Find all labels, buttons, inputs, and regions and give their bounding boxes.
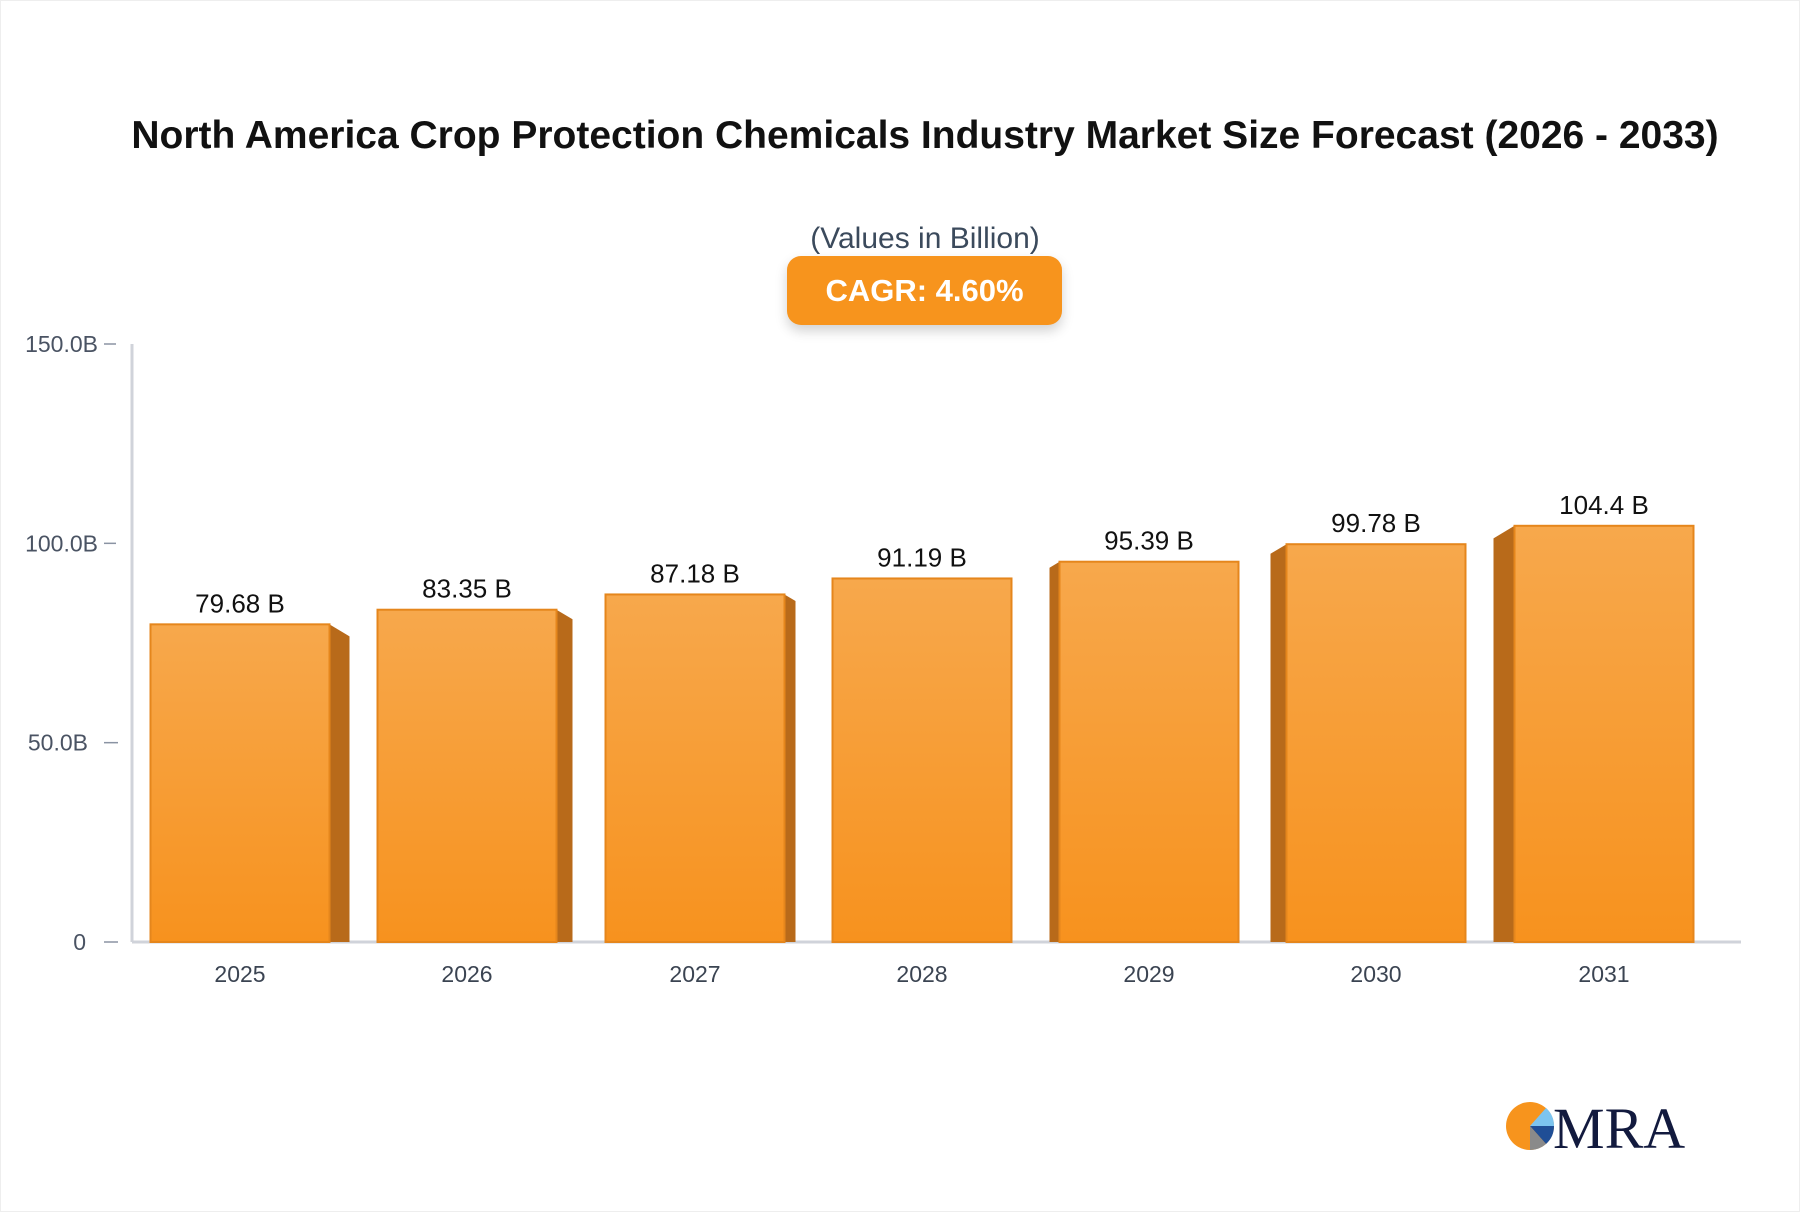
data-label: 79.68 B [195,588,285,618]
x-tick-label: 2028 [896,961,947,987]
x-tick-label: 2029 [1123,961,1174,987]
bar-side [1493,525,1515,942]
bar-2028 [831,577,1013,943]
bar-side [556,609,573,942]
chart-title: North America Crop Protection Chemicals … [131,114,1719,157]
mra-logo: MRA [1506,1098,1685,1154]
chart-subtitle: (Values in Billion) [810,222,1040,255]
bar-2026 [376,608,558,943]
x-tick-label: 2031 [1578,961,1629,987]
bar-2027 [604,593,786,943]
data-label: 91.19 B [877,542,967,572]
y-tick-label: 100.0B [25,530,98,556]
bar-side [1049,561,1060,942]
bar-side [784,594,796,942]
x-tick-label: 2025 [214,961,265,987]
bar-2030 [1285,543,1467,943]
data-label: 95.39 B [1104,526,1194,556]
y-tick-label: 50.0B [28,730,88,756]
data-label: 104.4 B [1559,490,1649,520]
logo-text: MRA [1553,1098,1685,1154]
bar-side [329,624,350,942]
data-label: 87.18 B [650,558,740,588]
x-tick-label: 2030 [1350,961,1401,987]
data-label: 99.78 B [1331,508,1421,538]
x-tick-label: 2026 [441,961,492,987]
bar-side [1270,544,1287,942]
cagr-badge: CAGR: 4.60% [787,256,1062,325]
x-tick-label: 2027 [669,961,720,987]
data-label: 83.35 B [422,574,512,604]
bar-2031 [1513,524,1695,943]
bar-2025 [149,623,331,943]
bar-2029 [1058,560,1240,943]
y-tick-label: 150.0B [25,331,98,357]
y-tick-label: 0 [73,929,86,955]
